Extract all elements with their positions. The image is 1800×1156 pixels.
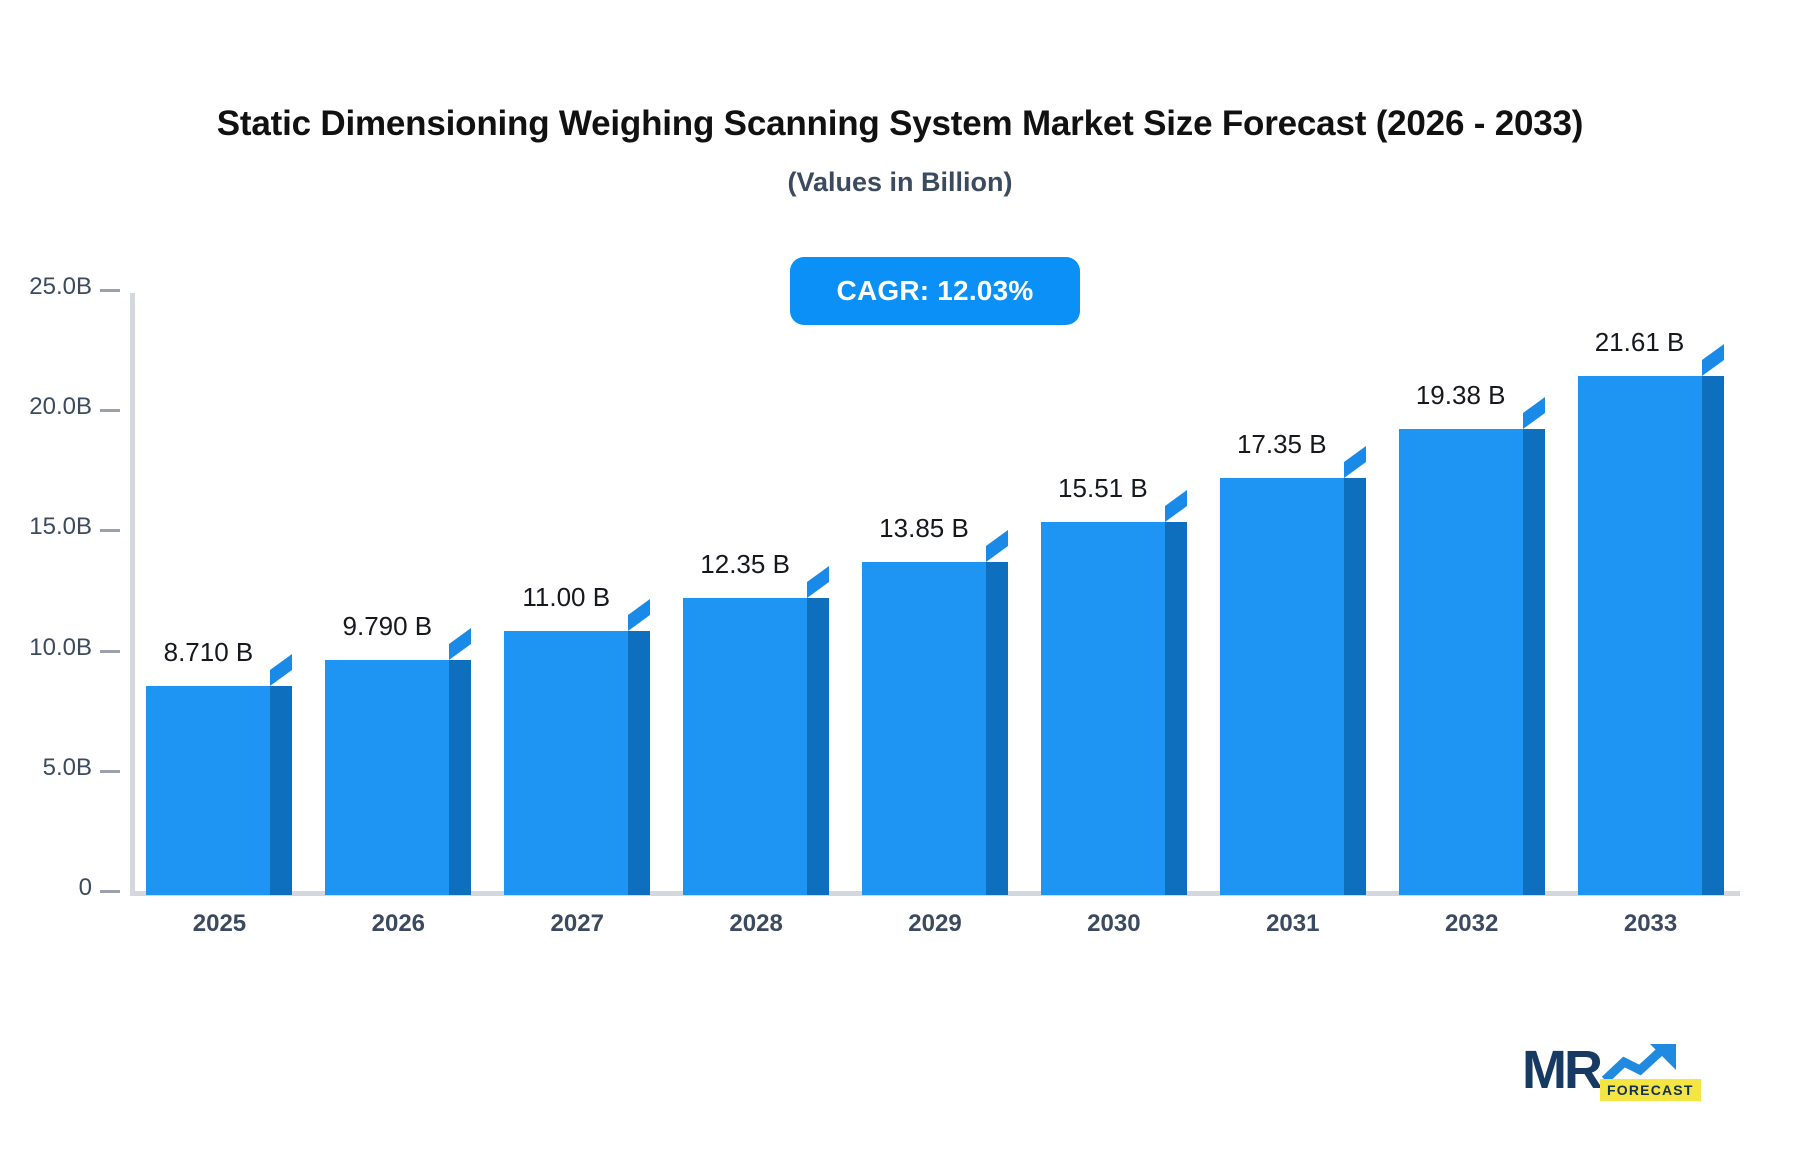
y-axis-tick-mark (100, 289, 120, 292)
x-axis-tick-label: 2026 (371, 910, 426, 937)
y-axis-tick-mark (100, 649, 120, 653)
bar: 15.51 B (1040, 473, 1187, 895)
bar-value-label: 17.35 B (1236, 428, 1327, 459)
bar: 21.61 B (1577, 327, 1724, 895)
x-axis-tick-label: 2025 (192, 910, 247, 937)
logo-mr-text: MR (1522, 1040, 1603, 1100)
bar-top-face (986, 530, 1008, 563)
bar-top-face (1343, 445, 1366, 478)
bar-value-label: 9.790 B (342, 610, 433, 641)
bar-top-face (628, 598, 651, 631)
y-axis-tick-mark (100, 409, 120, 413)
bar-side-face (1701, 375, 1724, 895)
bar-top-face (1164, 490, 1187, 523)
logo-forecast-tag: FORECAST (1600, 1079, 1701, 1101)
chart-subtitle: (Values in Billion) (787, 167, 1013, 197)
growth-arrow-icon (1601, 1042, 1688, 1089)
bar-side-face (986, 562, 1008, 895)
bar-front-face (1577, 375, 1702, 895)
y-axis-tick-label: 25.0B (29, 273, 92, 300)
bar: 11.00 B (504, 582, 651, 895)
bar: 9.790 B (325, 611, 472, 895)
cagr-badge: CAGR: 12.03% (790, 257, 1080, 325)
y-axis-line (130, 293, 135, 893)
y-axis-tick-mark (100, 769, 120, 773)
bar-side-face (628, 630, 651, 895)
bar-value-label: 15.51 B (1058, 473, 1148, 504)
bar-top-face (1701, 343, 1724, 376)
bar-front-face (1398, 429, 1523, 895)
bar-front-face (1219, 477, 1344, 895)
bar-top-face (449, 627, 472, 660)
bar-top-face (270, 653, 293, 686)
mr-forecast-logo: MR FORECAST (1522, 1040, 1701, 1112)
bar: 17.35 B (1219, 429, 1366, 895)
bar-side-face (1522, 429, 1545, 895)
bar-front-face (325, 659, 450, 895)
bar-side-face (807, 598, 830, 895)
x-axis-tick-label: 2028 (729, 910, 783, 937)
bar-side-face (1343, 477, 1366, 895)
y-axis-tick-label: 10.0B (29, 633, 92, 661)
x-axis-tick-label: 2032 (1444, 910, 1499, 937)
bar: 12.35 B (683, 549, 830, 895)
bar-value-label: 19.38 B (1415, 380, 1506, 411)
bar-front-face (862, 562, 986, 895)
x-axis-tick-label: 2033 (1623, 910, 1678, 937)
bar-value-label: 11.00 B (522, 581, 611, 612)
bar: 19.38 B (1398, 380, 1545, 895)
x-axis-tick-label: 2031 (1266, 910, 1320, 937)
x-axis-tick-label: 2027 (550, 910, 604, 937)
y-axis-tick-mark (100, 529, 120, 533)
bar-value-label: 8.710 B (163, 636, 254, 667)
bar-front-face (1040, 522, 1165, 895)
y-axis-tick-label: 0 (78, 874, 92, 901)
x-axis-tick-label: 2029 (908, 910, 962, 937)
bar-front-face (504, 630, 629, 895)
bar-value-label: 13.85 B (879, 513, 969, 544)
chart-title: Static Dimensioning Weighing Scanning Sy… (216, 104, 1584, 143)
y-axis-tick-mark (100, 890, 120, 893)
y-axis-tick-label: 20.0B (29, 393, 92, 421)
y-axis-tick-label: 5.0B (42, 753, 92, 781)
bar-front-face (683, 598, 808, 895)
y-axis-tick-label: 15.0B (29, 513, 92, 541)
bar-top-face (807, 566, 830, 599)
bar: 8.710 B (146, 637, 293, 895)
x-axis-tick-label: 2030 (1087, 910, 1141, 937)
plot-area: 8.710 B 9.790 B 11.00 B 12.35 B 13.85 B 15.51… (130, 290, 1740, 895)
bar-side-face (449, 659, 472, 895)
bar-value-label: 21.61 B (1594, 326, 1685, 357)
bar-top-face (1522, 397, 1545, 430)
bar: 13.85 B (862, 513, 1008, 895)
bar-side-face (270, 685, 293, 895)
bar-front-face (146, 685, 271, 895)
bar-value-label: 12.35 B (700, 549, 790, 580)
bar-side-face (1164, 522, 1187, 895)
